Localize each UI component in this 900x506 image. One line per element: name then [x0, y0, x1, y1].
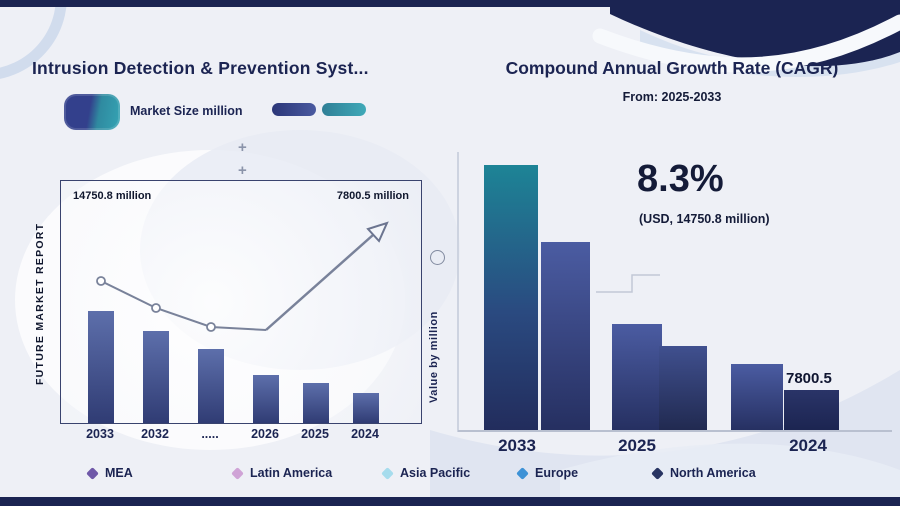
cagr-value: 8.3%	[637, 158, 724, 200]
latin-america-diamond-icon	[231, 466, 244, 480]
legend-label-latin-america: Latin America	[250, 466, 333, 480]
bar-2024-primary	[731, 364, 783, 432]
cagr-period: From: 2025-2033	[622, 90, 722, 104]
bar-2033-primary	[484, 165, 538, 432]
bar-2024-secondary	[784, 390, 839, 432]
bar-2025-secondary	[659, 346, 707, 432]
market-size-legend-label: Market Size million	[130, 104, 243, 118]
legend-item-latin-america: Latin America	[231, 466, 333, 480]
mea-diamond-icon	[86, 466, 99, 480]
x-label-middle-years: .....	[201, 427, 219, 441]
europe-diamond-icon	[516, 466, 529, 480]
legend-label-mea: MEA	[105, 466, 133, 480]
x-label-2033-right: 2033	[498, 436, 536, 455]
gradient-pill-left-decoration	[272, 103, 316, 116]
gradient-pill-right-decoration	[322, 103, 366, 116]
legend-item-north-america: North America	[651, 466, 756, 480]
bar-2025-primary	[612, 324, 662, 432]
x-label-2033: 2033	[86, 427, 114, 441]
legend-item-mea: MEA	[86, 466, 133, 480]
bar-2026	[253, 375, 279, 423]
right-chart-x-axis	[458, 430, 892, 432]
legend-label-europe: Europe	[535, 466, 579, 480]
value-by-million-axis-label: Value by million	[428, 311, 440, 403]
x-label-2024: 2024	[351, 427, 379, 441]
asia-pacific-diamond-icon	[381, 466, 394, 480]
bar-2025	[303, 383, 329, 423]
future-market-report-watermark: FUTURE MARKET REPORT	[34, 222, 46, 386]
bar-2033-secondary	[541, 242, 590, 432]
cagr-title: Compound Annual Growth Rate (CAGR)	[505, 58, 839, 78]
circle-decoration	[430, 250, 445, 265]
left-chart-plot-area: 14750.8 million 7800.5 million	[60, 180, 422, 424]
legend-label-asia-pacific: Asia Pacific	[400, 466, 471, 480]
value-callout-2024: 7800.5	[786, 370, 832, 387]
legend-item-asia-pacific: Asia Pacific	[381, 466, 471, 480]
left-chart-title: Intrusion Detection & Prevention Syst...	[32, 58, 369, 78]
x-label-2024-right: 2024	[789, 436, 827, 455]
bar-middle-years	[198, 349, 224, 423]
x-label-2025-right: 2025	[618, 436, 656, 455]
trend-line-with-arrow	[96, 221, 389, 332]
plus-decoration: +	[238, 139, 247, 156]
x-label-2025: 2025	[301, 427, 329, 441]
market-size-legend-icon	[64, 94, 120, 130]
left-chart-max-value: 14750.8 million	[73, 190, 152, 202]
cagr-usd-note: (USD, 14750.8 million)	[639, 212, 770, 226]
legend-label-north-america: North America	[670, 466, 756, 480]
left-chart-min-value: 7800.5 million	[336, 190, 409, 202]
north-america-diamond-icon	[651, 466, 664, 480]
right-chart-y-axis	[457, 152, 459, 432]
plus-decoration: +	[238, 162, 247, 179]
bar-2033	[88, 311, 114, 423]
legend-item-europe: Europe	[516, 466, 579, 480]
bar-2024	[353, 393, 379, 423]
bar-2032	[143, 331, 169, 423]
x-label-2026: 2026	[251, 427, 279, 441]
x-label-2032: 2032	[141, 427, 169, 441]
